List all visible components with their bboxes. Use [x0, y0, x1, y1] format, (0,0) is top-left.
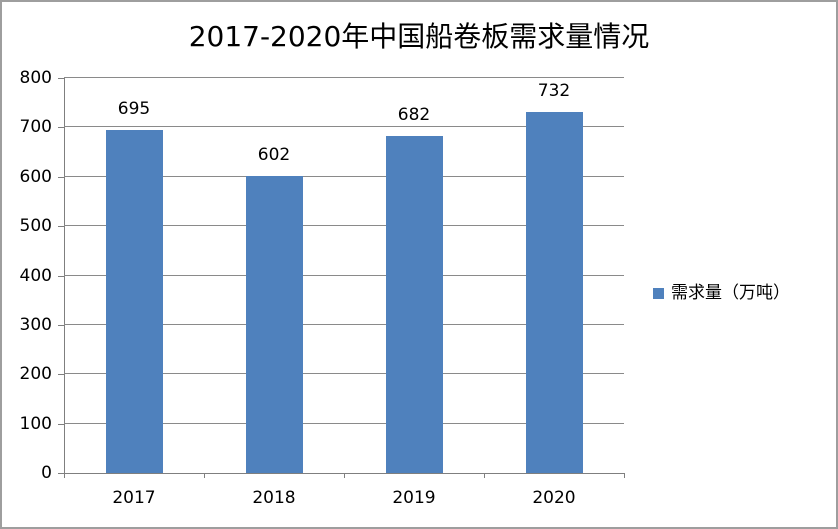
- x-axis-category-label: 2017: [112, 488, 156, 508]
- x-axis-tick: [484, 473, 485, 478]
- bar-value-label: 682: [397, 105, 431, 126]
- y-axis-tick: [58, 127, 64, 129]
- x-axis-tick: [624, 473, 625, 478]
- x-axis-category-label: 2018: [252, 488, 296, 508]
- y-axis-line: [64, 78, 65, 478]
- y-axis-tick-label: 300: [19, 314, 52, 335]
- y-axis-tick: [58, 324, 64, 326]
- gridline: [64, 422, 624, 424]
- gridline: [64, 323, 624, 325]
- gridline: [64, 175, 624, 177]
- gridline: [64, 126, 624, 128]
- x-axis-category-label: 2020: [532, 488, 576, 508]
- y-axis-tick: [58, 78, 64, 79]
- x-axis-tick: [64, 473, 65, 478]
- x-axis-tick: [344, 473, 345, 478]
- gridline: [64, 225, 624, 227]
- y-axis-tick-label: 200: [19, 364, 52, 385]
- y-axis-tick-label: 600: [19, 166, 52, 187]
- y-axis-tick-label: 0: [41, 463, 52, 483]
- y-axis-tick: [58, 226, 64, 228]
- y-axis-tick-label: 100: [19, 413, 52, 434]
- legend: 需求量（万吨）: [653, 282, 790, 304]
- y-axis-tick-label: 400: [19, 265, 52, 286]
- y-axis-tick-label: 700: [19, 117, 52, 138]
- y-axis-tick-label: 800: [19, 68, 52, 88]
- y-axis-tick: [58, 275, 64, 277]
- x-axis-tick: [204, 473, 205, 478]
- bar-value-label: 695: [117, 98, 151, 119]
- bar-value-label: 602: [257, 144, 291, 165]
- y-axis-tick: [58, 176, 64, 178]
- y-axis-tick: [58, 473, 64, 474]
- bar-value-label: 732: [537, 80, 571, 101]
- legend-series-label: 需求量（万吨）: [671, 283, 790, 303]
- x-axis-category-label: 2019: [392, 488, 436, 508]
- plot-area: 695 602 682 732: [64, 77, 624, 473]
- gridline: [64, 373, 624, 375]
- gridline: [64, 77, 624, 78]
- bar-2020: [525, 111, 583, 473]
- legend-marker-icon: [653, 287, 664, 299]
- y-axis-tick: [58, 423, 64, 425]
- bar-2019: [385, 136, 443, 473]
- chart-title: 2017-2020年中国船卷板需求量情况: [188, 20, 650, 53]
- bar-2018: [245, 175, 303, 473]
- gridline: [64, 274, 624, 276]
- bar-2017: [105, 129, 163, 473]
- y-axis-tick: [58, 374, 64, 376]
- y-axis-tick-label: 500: [19, 216, 52, 237]
